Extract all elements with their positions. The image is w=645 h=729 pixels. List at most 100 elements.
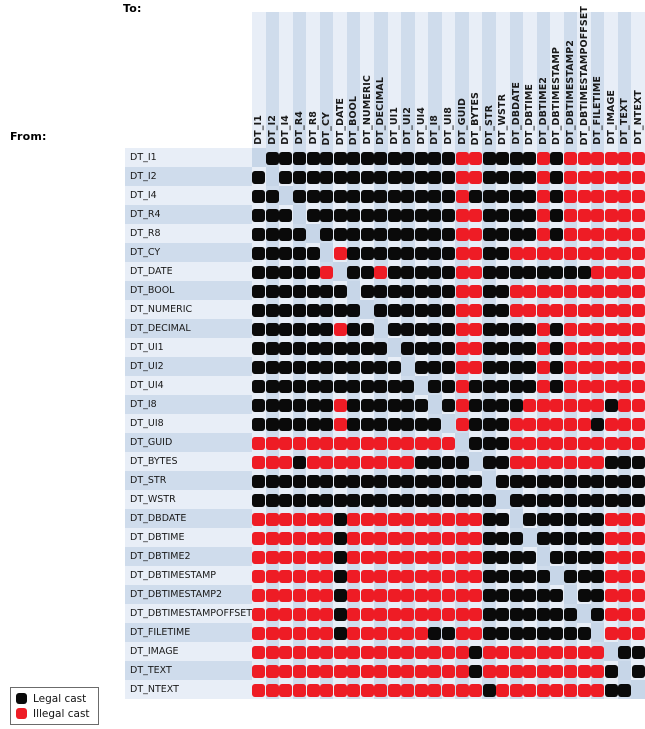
cell-dt-dbtime2-to-dt-dbtimestampoffset [577, 547, 591, 566]
illegal-cast-dot-icon [536, 380, 550, 393]
legal-cast-dot-icon [360, 285, 374, 298]
cell-dt-dbtime-to-dt-dbtimestamp [550, 528, 564, 547]
cell-dt-cy-to-dt-filetime [590, 243, 605, 262]
cell-dt-dbdate-to-dt-ui4 [414, 509, 429, 528]
illegal-cast-dot-icon [320, 646, 334, 659]
illegal-cast-dot-icon [509, 646, 523, 659]
cell-dt-dbtime-to-dt-dbtimestamp2 [563, 528, 578, 547]
legal-cast-dot-icon [550, 228, 564, 241]
cell-dt-i1-to-dt-dbtimestamp2 [563, 148, 578, 167]
cell-dt-ui1-to-dt-filetime [590, 338, 605, 357]
legal-cast-dot-icon [293, 380, 307, 393]
cell-dt-ui4-to-dt-decimal [374, 376, 388, 395]
illegal-cast-dot-icon [387, 570, 401, 583]
cell-dt-dbtimestampoffset-to-dt-dbtime [523, 604, 537, 623]
illegal-cast-dot-icon [591, 665, 605, 678]
column-header-label: DT_DBTIME [524, 83, 536, 145]
row-header-label: DT_UI2 [130, 361, 164, 372]
cell-dt-numeric-to-dt-dbtimestamp [550, 300, 564, 319]
cell-dt-decimal-to-dt-i4 [279, 319, 293, 338]
illegal-cast-dot-icon [455, 209, 469, 222]
illegal-cast-dot-icon [265, 513, 279, 526]
cell-dt-dbtimestamp-to-dt-dbtime2 [536, 566, 551, 585]
legal-cast-dot-icon [279, 361, 293, 374]
legal-cast-dot-icon [347, 304, 361, 317]
cell-dt-i4-to-dt-guid [455, 186, 469, 205]
cell-dt-ui2-to-dt-wstr [495, 357, 510, 376]
cell-dt-guid-to-dt-date [333, 433, 347, 452]
row-header-dt-r4: DT_R4 [125, 205, 253, 224]
legal-cast-dot-icon [293, 361, 307, 374]
cell-dt-wstr-to-dt-i8 [428, 490, 442, 509]
legal-cast-dot-icon [618, 456, 632, 469]
cell-dt-text-to-dt-image [604, 661, 618, 680]
cell-dt-ui4-to-dt-i8 [428, 376, 442, 395]
cell-dt-bool-to-dt-bytes [468, 281, 483, 300]
illegal-cast-dot-icon [374, 646, 388, 659]
illegal-cast-dot-icon [550, 399, 564, 412]
illegal-cast-dot-icon [618, 171, 632, 184]
illegal-cast-dot-icon [455, 361, 469, 374]
cell-dt-guid-to-dt-r4 [292, 433, 307, 452]
legal-cast-dot-icon [523, 627, 537, 640]
column-header-dt-str: DT_STR [482, 12, 496, 148]
legal-cast-dot-icon [631, 665, 645, 678]
cell-dt-dbtime2-to-dt-bool [346, 547, 361, 566]
legal-cast-dot-icon [442, 456, 456, 469]
cell-dt-bool-to-dt-i1 [252, 281, 266, 300]
illegal-cast-dot-icon [469, 532, 483, 545]
cell-dt-numeric-to-dt-ui2 [401, 300, 415, 319]
cell-dt-filetime-to-dt-dbtimestamp [550, 623, 564, 642]
cell-dt-dbtimestampoffset-to-dt-ui8 [441, 604, 456, 623]
legal-cast-dot-icon [320, 190, 334, 203]
legal-cast-dot-icon [306, 304, 320, 317]
legal-cast-dot-icon [509, 190, 523, 203]
cell-dt-ntext-to-dt-decimal [374, 680, 388, 699]
cell-dt-wstr-to-dt-ui4 [414, 490, 429, 509]
legal-cast-dot-icon [414, 323, 428, 336]
illegal-cast-dot-icon [347, 513, 361, 526]
cell-dt-ui2-to-dt-bytes [468, 357, 483, 376]
cell-dt-dbdate-to-dt-cy [319, 509, 334, 528]
cell-dt-i1-to-dt-decimal [374, 148, 388, 167]
legal-cast-dot-icon [618, 475, 632, 488]
cell-dt-i2-to-dt-str [482, 167, 496, 186]
legal-cast-dot-icon [414, 456, 428, 469]
legal-cast-dot-icon [577, 589, 591, 602]
cell-dt-ui8-to-dt-ui2 [401, 414, 415, 433]
cell-dt-bytes-to-dt-cy [319, 452, 334, 471]
cell-dt-r4-to-dt-r8 [306, 205, 320, 224]
to-axis-label: To: [123, 2, 142, 15]
matrix-row: DT_UI8 [125, 414, 645, 433]
illegal-cast-dot-icon [591, 209, 605, 222]
cell-dt-ntext-to-dt-ntext [631, 680, 645, 699]
column-header-label: DT_I2 [266, 115, 278, 145]
illegal-cast-dot-icon [455, 323, 469, 336]
cell-dt-text-to-dt-date [333, 661, 347, 680]
cell-dt-wstr-to-dt-ntext [631, 490, 645, 509]
cell-dt-i2-to-dt-filetime [590, 167, 605, 186]
illegal-cast-dot-icon [591, 285, 605, 298]
legal-cast-dot-icon [414, 399, 428, 412]
matrix-body: DT_I1 DT_I2 DT_I4 DT_R4 DT_R8 DT_CY DT_DATE DT_… [125, 148, 645, 699]
legal-cast-dot-icon [469, 494, 483, 507]
cell-dt-ui8-to-dt-dbtimestamp [550, 414, 564, 433]
cell-dt-r8-to-dt-dbtime [523, 224, 537, 243]
legal-cast-dot-icon [320, 304, 334, 317]
cell-dt-dbdate-to-dt-date [333, 509, 347, 528]
illegal-cast-dot-icon [469, 551, 483, 564]
row-header-dt-i4: DT_I4 [125, 186, 253, 205]
illegal-cast-dot-icon [414, 646, 428, 659]
legal-cast-dot-icon [550, 171, 564, 184]
cell-dt-r4-to-dt-wstr [495, 205, 510, 224]
cell-dt-ui1-to-dt-ui4 [414, 338, 429, 357]
cell-dt-dbtimestamp-to-dt-i8 [428, 566, 442, 585]
column-header-label: DT_I1 [253, 115, 265, 145]
legal-cast-dot-icon [347, 380, 361, 393]
cell-dt-dbdate-to-dt-wstr [495, 509, 510, 528]
illegal-cast-dot-icon [631, 551, 645, 564]
illegal-cast-dot-icon [279, 570, 293, 583]
legal-cast-dot-icon [279, 285, 293, 298]
illegal-cast-dot-icon [563, 399, 577, 412]
illegal-cast-dot-icon [374, 627, 388, 640]
